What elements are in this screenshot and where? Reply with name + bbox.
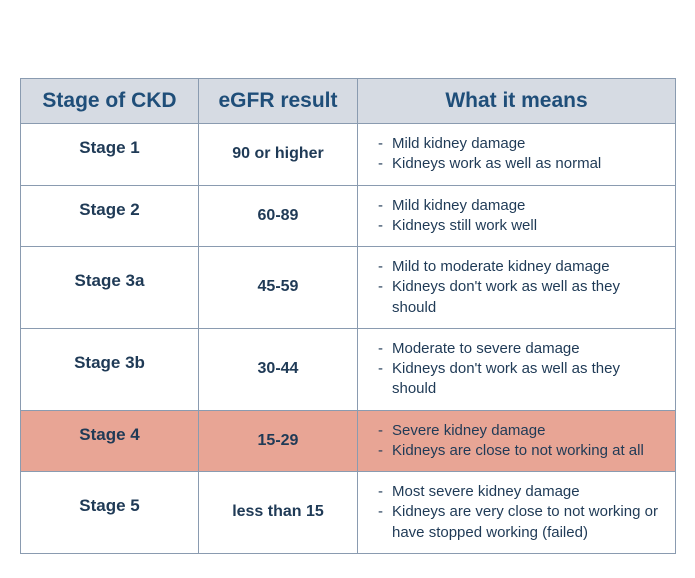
meaning-line: -Moderate to severe damage bbox=[378, 339, 667, 359]
bullet-dash-icon: - bbox=[378, 154, 392, 174]
meaning-text: Kidneys are close to not working at all bbox=[392, 441, 644, 461]
stage-cell: Stage 1 bbox=[21, 124, 199, 186]
meaning-line: -Kidneys work as well as normal bbox=[378, 154, 667, 174]
meaning-line: -Mild kidney damage bbox=[378, 134, 667, 154]
meaning-cell: -Mild kidney damage-Kidneys work as well… bbox=[358, 124, 676, 186]
table-body: Stage 190 or higher-Mild kidney damage-K… bbox=[21, 124, 676, 554]
header-row: Stage of CKD eGFR result What it means bbox=[21, 79, 676, 124]
meaning-line: -Kidneys are very close to not working o… bbox=[378, 502, 667, 543]
meaning-text: Kidneys still work well bbox=[392, 216, 537, 236]
egfr-cell: 30-44 bbox=[199, 328, 358, 410]
egfr-cell: 45-59 bbox=[199, 247, 358, 329]
meaning-cell: -Moderate to severe damage-Kidneys don't… bbox=[358, 328, 676, 410]
egfr-cell: 60-89 bbox=[199, 185, 358, 247]
meaning-line: -Mild kidney damage bbox=[378, 196, 667, 216]
bullet-dash-icon: - bbox=[378, 421, 392, 441]
meaning-text: Kidneys are very close to not working or… bbox=[392, 502, 667, 543]
egfr-cell: 15-29 bbox=[199, 410, 358, 472]
stage-cell: Stage 2 bbox=[21, 185, 199, 247]
meaning-text: Kidneys work as well as normal bbox=[392, 154, 601, 174]
bullet-dash-icon: - bbox=[378, 359, 392, 379]
meaning-line: -Most severe kidney damage bbox=[378, 482, 667, 502]
meaning-text: Moderate to severe damage bbox=[392, 339, 580, 359]
meaning-text: Mild kidney damage bbox=[392, 134, 525, 154]
bullet-dash-icon: - bbox=[378, 441, 392, 461]
egfr-cell: less than 15 bbox=[199, 472, 358, 554]
stage-cell: Stage 3b bbox=[21, 328, 199, 410]
table-row: Stage 3b30-44-Moderate to severe damage-… bbox=[21, 328, 676, 410]
ckd-stages-table: Stage of CKD eGFR result What it means S… bbox=[20, 78, 676, 554]
table-row: Stage 5less than 15-Most severe kidney d… bbox=[21, 472, 676, 554]
header-egfr: eGFR result bbox=[199, 79, 358, 124]
meaning-cell: -Mild to moderate kidney damage-Kidneys … bbox=[358, 247, 676, 329]
meaning-line: -Kidneys still work well bbox=[378, 216, 667, 236]
table-row: Stage 415-29-Severe kidney damage-Kidney… bbox=[21, 410, 676, 472]
table-row: Stage 190 or higher-Mild kidney damage-K… bbox=[21, 124, 676, 186]
meaning-cell: -Severe kidney damage-Kidneys are close … bbox=[358, 410, 676, 472]
meaning-text: Kidneys don't work as well as they shoul… bbox=[392, 277, 667, 318]
header-stage: Stage of CKD bbox=[21, 79, 199, 124]
egfr-cell: 90 or higher bbox=[199, 124, 358, 186]
bullet-dash-icon: - bbox=[378, 502, 392, 522]
meaning-line: -Kidneys don't work as well as they shou… bbox=[378, 277, 667, 318]
meaning-line: -Mild to moderate kidney damage bbox=[378, 257, 667, 277]
bullet-dash-icon: - bbox=[378, 257, 392, 277]
table-row: Stage 3a45-59-Mild to moderate kidney da… bbox=[21, 247, 676, 329]
meaning-text: Mild to moderate kidney damage bbox=[392, 257, 610, 277]
stage-cell: Stage 4 bbox=[21, 410, 199, 472]
meaning-text: Mild kidney damage bbox=[392, 196, 525, 216]
bullet-dash-icon: - bbox=[378, 339, 392, 359]
bullet-dash-icon: - bbox=[378, 216, 392, 236]
meaning-line: -Kidneys don't work as well as they shou… bbox=[378, 359, 667, 400]
meaning-cell: -Most severe kidney damage-Kidneys are v… bbox=[358, 472, 676, 554]
bullet-dash-icon: - bbox=[378, 482, 392, 502]
stage-cell: Stage 3a bbox=[21, 247, 199, 329]
meaning-cell: -Mild kidney damage-Kidneys still work w… bbox=[358, 185, 676, 247]
bullet-dash-icon: - bbox=[378, 277, 392, 297]
meaning-text: Kidneys don't work as well as they shoul… bbox=[392, 359, 667, 400]
meaning-line: -Kidneys are close to not working at all bbox=[378, 441, 667, 461]
bullet-dash-icon: - bbox=[378, 134, 392, 154]
table-row: Stage 260-89-Mild kidney damage-Kidneys … bbox=[21, 185, 676, 247]
meaning-text: Severe kidney damage bbox=[392, 421, 545, 441]
meaning-text: Most severe kidney damage bbox=[392, 482, 580, 502]
meaning-line: -Severe kidney damage bbox=[378, 421, 667, 441]
bullet-dash-icon: - bbox=[378, 196, 392, 216]
header-meaning: What it means bbox=[358, 79, 676, 124]
stage-cell: Stage 5 bbox=[21, 472, 199, 554]
